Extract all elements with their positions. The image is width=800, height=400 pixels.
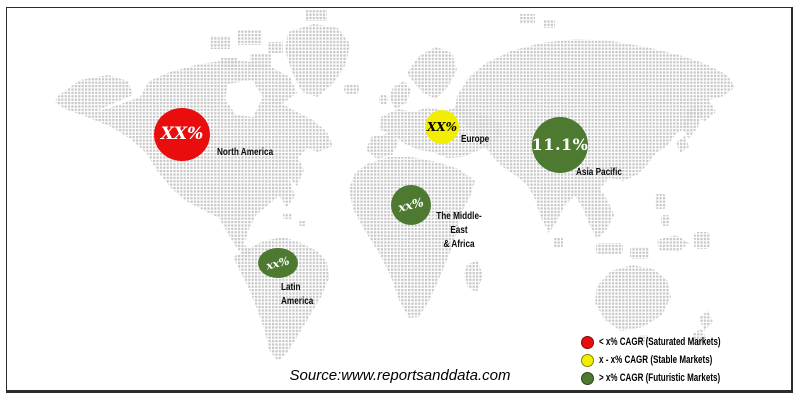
region-label-latin-america: Latin America [281,281,314,307]
region-label-middle-east-africa: The Middle-East & Africa [436,210,482,250]
yellow-dot-icon [581,353,594,367]
region-label-asia-pacific: Asia Pacific [576,166,622,178]
cagr-value-middle-east-africa: xx% [396,195,426,215]
region-label-europe: Europe [461,133,490,145]
legend: < x% CAGR (Saturated Markets) x - x% CAG… [581,334,766,388]
bubble-middle-east-africa: xx% [391,185,431,225]
red-dot-icon [581,335,594,349]
cagr-value-latin-america: xx% [264,253,292,273]
legend-item-futuristic-markets: > x% CAGR (Futuristic Markets) [581,370,766,386]
bubble-north-america: XX% [154,108,210,161]
legend-item-saturated-markets: < x% CAGR (Saturated Markets) [581,334,766,350]
legend-label-stable: x - x% CAGR (Stable Markets) [599,354,713,366]
bubble-latin-america: xx% [258,248,298,278]
region-label-north-america: North America [217,146,274,158]
bubble-asia-pacific: 11.1% [532,117,588,173]
bubble-europe: XX% [425,110,459,144]
cagr-value-europe: XX% [426,120,458,134]
source-attribution: Source:www.reportsanddata.com [289,367,511,384]
legend-label-futuristic: > x% CAGR (Futuristic Markets) [599,372,721,384]
green-dot-icon [581,371,594,385]
legend-item-stable-markets: x - x% CAGR (Stable Markets) [581,352,766,368]
legend-label-saturated: < x% CAGR (Saturated Markets) [599,336,721,348]
cagr-value-asia-pacific: 11.1% [531,135,589,154]
cagr-value-north-america: XX% [160,124,204,144]
